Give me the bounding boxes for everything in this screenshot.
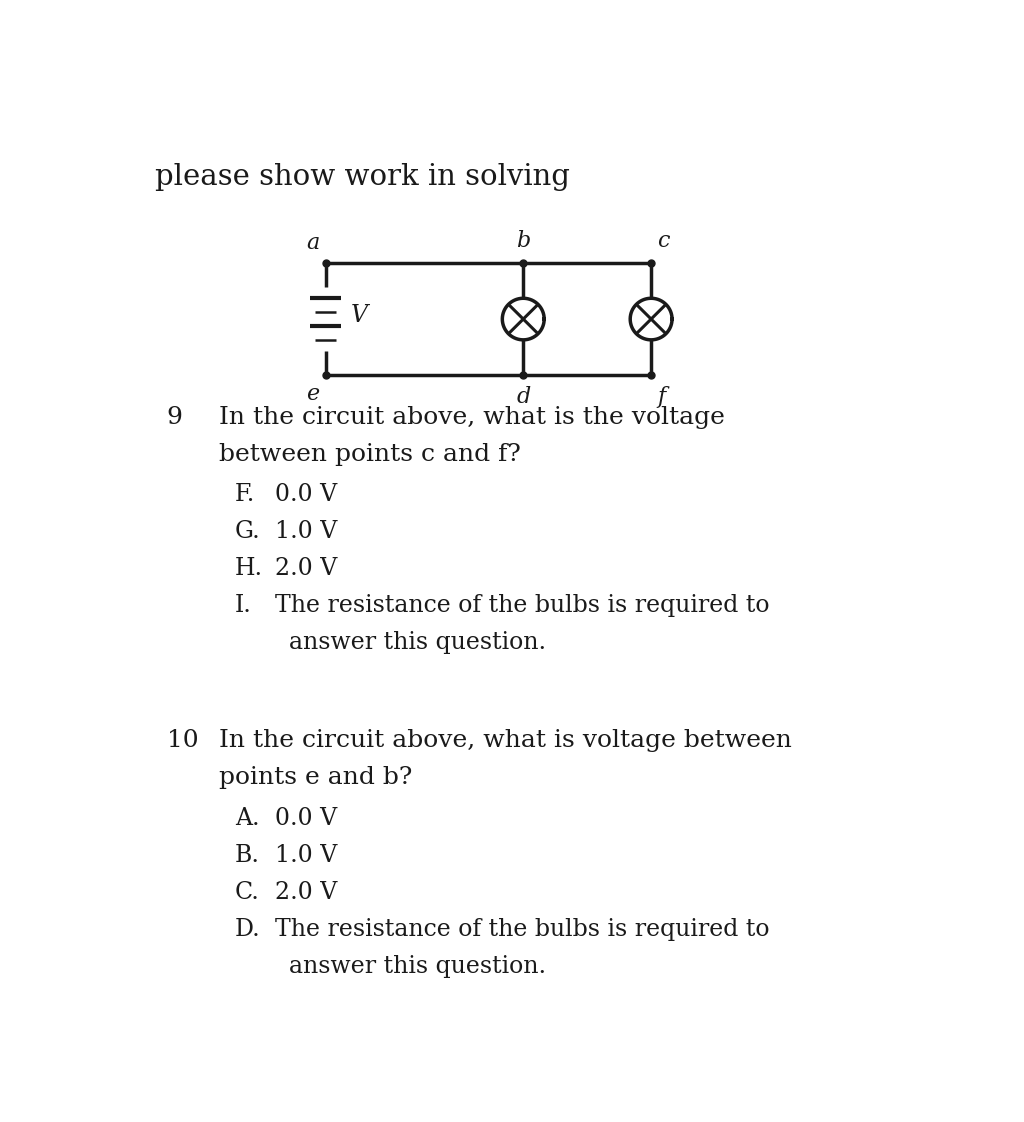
Text: F.: F. [234,484,255,506]
Text: f: f [657,386,666,407]
Text: D.: D. [234,918,261,940]
Text: V: V [350,304,368,327]
Text: The resistance of the bulbs is required to: The resistance of the bulbs is required … [275,595,770,617]
Text: 0.0 V: 0.0 V [275,807,337,829]
Text: 2.0 V: 2.0 V [275,881,338,903]
Text: A.: A. [234,807,259,829]
Text: e: e [306,383,319,405]
Text: between points c and f?: between points c and f? [219,443,521,466]
Text: answer this question.: answer this question. [289,955,547,977]
Text: points e and b?: points e and b? [219,766,413,789]
Text: B.: B. [234,844,260,866]
Text: In the circuit above, what is the voltage: In the circuit above, what is the voltag… [219,406,725,429]
Text: answer this question.: answer this question. [289,632,547,654]
Text: d: d [516,386,530,407]
Text: 0.0 V: 0.0 V [275,484,337,506]
Text: b: b [516,230,530,252]
Text: C.: C. [234,881,260,903]
Text: The resistance of the bulbs is required to: The resistance of the bulbs is required … [275,918,770,940]
Text: H.: H. [234,558,263,580]
Text: c: c [657,230,670,252]
Text: 9: 9 [167,406,182,429]
Text: 2.0 V: 2.0 V [275,558,338,580]
Text: please show work in solving: please show work in solving [155,163,570,191]
Text: 1.0 V: 1.0 V [275,521,338,543]
Text: 10: 10 [167,729,199,752]
Text: G.: G. [234,521,261,543]
Text: 1.0 V: 1.0 V [275,844,338,866]
Text: In the circuit above, what is voltage between: In the circuit above, what is voltage be… [219,729,793,752]
Text: a: a [306,232,319,254]
Text: I.: I. [234,595,252,617]
